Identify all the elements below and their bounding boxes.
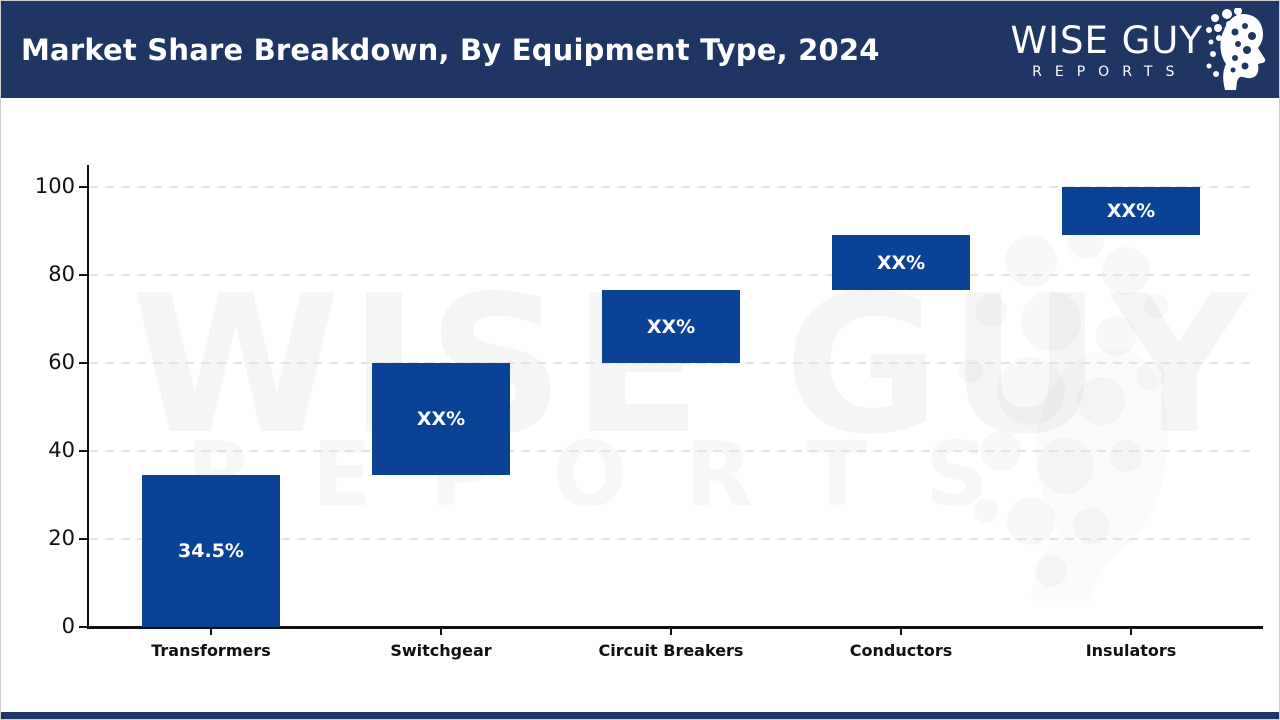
bar: XX%	[372, 363, 510, 476]
bar: XX%	[1062, 187, 1200, 236]
x-tick-label: Transformers	[151, 641, 271, 660]
y-tick-mark	[79, 538, 88, 540]
logo-face-icon	[1206, 8, 1266, 90]
y-tick-mark	[79, 274, 88, 276]
logo-subtitle: REPORTS	[1032, 63, 1188, 80]
bar-value-label: XX%	[1106, 200, 1156, 223]
bar-value-label: XX%	[416, 408, 466, 431]
chart-title: Market Share Breakdown, By Equipment Typ…	[21, 32, 880, 67]
y-tick-mark	[79, 186, 88, 188]
y-tick-label: 80	[48, 262, 75, 286]
gridline	[89, 274, 1256, 276]
logo: WISE GUY REPORTS	[1011, 7, 1269, 93]
footer-bar	[1, 712, 1279, 719]
bar-value-label: XX%	[646, 315, 696, 338]
x-tick-label: Conductors	[849, 641, 953, 660]
x-axis-line	[87, 626, 1263, 629]
bar-value-label: 34.5%	[178, 540, 244, 563]
x-tick-mark	[210, 629, 212, 635]
x-tick-mark	[440, 629, 442, 635]
y-tick-label: 100	[34, 174, 75, 198]
y-tick-label: 40	[48, 438, 75, 462]
x-tick-mark	[1130, 629, 1132, 635]
x-tick-mark	[670, 629, 672, 635]
gridline	[89, 362, 1256, 364]
header-bar: Market Share Breakdown, By Equipment Typ…	[1, 1, 1279, 98]
y-tick-mark	[79, 626, 88, 628]
bar-value-label: XX%	[876, 251, 926, 274]
gridline	[89, 186, 1256, 188]
bar: XX%	[832, 235, 970, 291]
x-tick-mark	[900, 629, 902, 635]
bar: 34.5%	[142, 475, 280, 627]
logo-wordmark: WISE GUY	[1010, 18, 1203, 62]
x-tick-label: Switchgear	[390, 641, 492, 660]
gridline	[89, 450, 1256, 452]
watermark-text-reports: REPORTS	[186, 423, 1047, 526]
y-tick-label: 0	[61, 614, 75, 638]
gridline	[89, 538, 1256, 540]
logo-text: WISE GUY REPORTS	[1011, 22, 1203, 79]
y-tick-mark	[79, 362, 88, 364]
y-tick-label: 20	[48, 526, 75, 550]
y-tick-mark	[79, 450, 88, 452]
x-tick-label: Insulators	[1085, 641, 1177, 660]
bar: XX%	[602, 290, 740, 363]
y-axis-line	[87, 165, 89, 628]
x-tick-label: Circuit Breakers	[598, 641, 744, 660]
y-tick-label: 60	[48, 350, 75, 374]
